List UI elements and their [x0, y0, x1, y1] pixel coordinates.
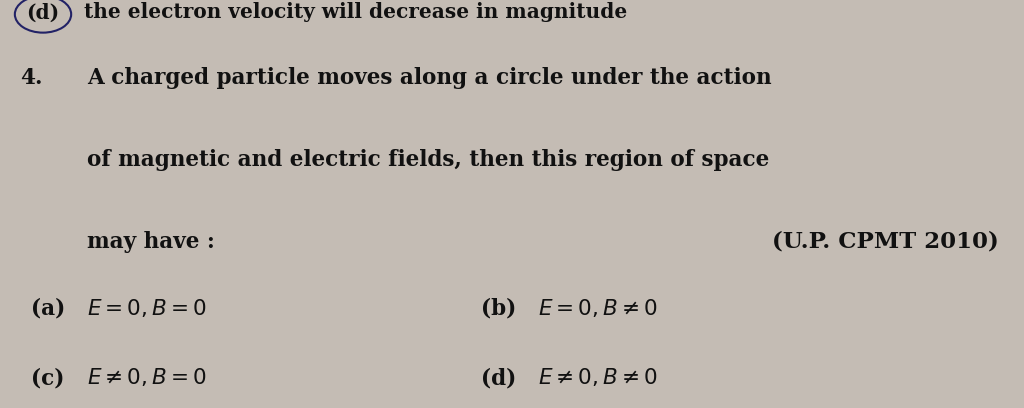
Text: (b): (b) [481, 298, 516, 320]
Text: 4.: 4. [20, 67, 43, 89]
Text: may have :: may have : [87, 231, 215, 253]
Text: of magnetic and electric fields, then this region of space: of magnetic and electric fields, then th… [87, 149, 769, 171]
Text: $E \neq 0, B \neq 0$: $E \neq 0, B \neq 0$ [538, 367, 657, 389]
Text: $E = 0, B = 0$: $E = 0, B = 0$ [87, 298, 207, 320]
Text: (U.P. CPMT 2010): (U.P. CPMT 2010) [772, 231, 998, 253]
Text: the electron velocity will decrease in magnitude: the electron velocity will decrease in m… [77, 2, 627, 22]
Text: $E = 0, B \neq 0$: $E = 0, B \neq 0$ [538, 298, 657, 320]
Text: $E \neq 0, B = 0$: $E \neq 0, B = 0$ [87, 367, 207, 389]
Text: A charged particle moves along a circle under the action: A charged particle moves along a circle … [87, 67, 772, 89]
Text: (d): (d) [27, 3, 59, 23]
Text: (a): (a) [31, 298, 65, 320]
Text: (c): (c) [31, 367, 65, 389]
Text: (d): (d) [481, 367, 516, 389]
